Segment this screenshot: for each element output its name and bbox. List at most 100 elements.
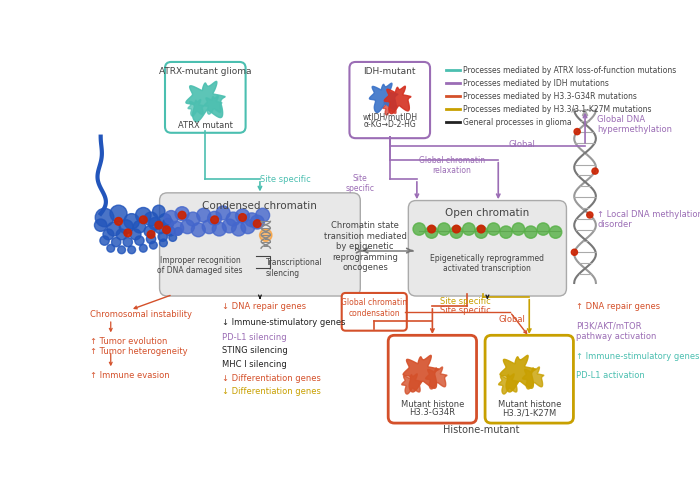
Circle shape <box>103 229 114 240</box>
Text: ↓ Immune-stimulatory genes: ↓ Immune-stimulatory genes <box>222 318 345 327</box>
Circle shape <box>162 226 170 234</box>
Text: α-KG→D-2-HG: α-KG→D-2-HG <box>363 120 416 129</box>
Circle shape <box>139 245 147 252</box>
Circle shape <box>452 225 461 233</box>
Text: Processes mediated by ATRX loss-of-function mutations: Processes mediated by ATRX loss-of-funct… <box>463 66 676 75</box>
Circle shape <box>158 232 167 242</box>
Circle shape <box>162 218 174 229</box>
Text: STING silencing: STING silencing <box>222 346 287 355</box>
FancyBboxPatch shape <box>342 293 407 331</box>
Circle shape <box>426 226 438 238</box>
Circle shape <box>216 206 230 220</box>
Circle shape <box>110 205 127 222</box>
Polygon shape <box>500 355 536 392</box>
Circle shape <box>571 249 577 255</box>
Circle shape <box>124 229 132 237</box>
Circle shape <box>130 229 141 240</box>
Text: Chromosomal instability: Chromosomal instability <box>90 310 192 319</box>
Text: PD-L1 activation: PD-L1 activation <box>575 371 645 381</box>
Circle shape <box>208 211 222 225</box>
Text: PI3K/AKT/mTOR
pathway activation: PI3K/AKT/mTOR pathway activation <box>575 322 656 341</box>
Circle shape <box>212 222 226 236</box>
FancyBboxPatch shape <box>349 62 430 138</box>
Circle shape <box>450 226 463 238</box>
Circle shape <box>191 223 205 237</box>
Polygon shape <box>498 374 518 394</box>
Polygon shape <box>188 99 204 116</box>
Circle shape <box>239 214 246 221</box>
Circle shape <box>150 242 158 249</box>
Text: ↑ Tumor evolution
↑ Tumor heterogeneity: ↑ Tumor evolution ↑ Tumor heterogeneity <box>90 337 188 356</box>
Circle shape <box>119 220 133 234</box>
Polygon shape <box>370 83 398 112</box>
Circle shape <box>178 211 186 219</box>
Text: Site specific: Site specific <box>440 306 491 315</box>
Circle shape <box>118 246 125 253</box>
Polygon shape <box>402 374 421 394</box>
Text: ATRX-mutant glioma: ATRX-mutant glioma <box>159 67 251 77</box>
Text: Histone-mutant: Histone-mutant <box>442 425 519 435</box>
Circle shape <box>500 226 512 238</box>
Circle shape <box>186 212 200 226</box>
Text: Site
specific: Site specific <box>346 173 375 193</box>
Circle shape <box>211 216 218 224</box>
Circle shape <box>107 222 121 236</box>
Circle shape <box>223 219 237 233</box>
Polygon shape <box>403 355 439 392</box>
Circle shape <box>159 214 172 226</box>
Text: ↓ Differentiation genes: ↓ Differentiation genes <box>222 387 321 396</box>
Circle shape <box>253 220 261 228</box>
Polygon shape <box>186 82 225 122</box>
Circle shape <box>115 218 122 225</box>
Circle shape <box>260 229 272 242</box>
Circle shape <box>155 221 162 229</box>
Text: ↑ DNA repair genes: ↑ DNA repair genes <box>575 302 660 311</box>
Text: ↓ Differentiation genes: ↓ Differentiation genes <box>222 374 321 383</box>
Text: Global chromatin
condensation: Global chromatin condensation <box>341 298 407 318</box>
Text: Transcriptional
silencing: Transcriptional silencing <box>266 258 323 278</box>
Text: H3.3-G34R: H3.3-G34R <box>410 409 456 417</box>
Circle shape <box>107 245 115 252</box>
Text: ↑ Immune evasion: ↑ Immune evasion <box>90 371 169 381</box>
Text: Processes mediated by IDH mutations: Processes mediated by IDH mutations <box>463 79 608 88</box>
Circle shape <box>592 168 598 174</box>
Circle shape <box>124 214 139 229</box>
Text: MHC I silencing: MHC I silencing <box>222 360 286 369</box>
Text: ↑ Immune-stimulatory genes: ↑ Immune-stimulatory genes <box>575 352 699 361</box>
Circle shape <box>166 227 175 236</box>
Circle shape <box>256 208 270 222</box>
Circle shape <box>95 208 114 227</box>
Circle shape <box>116 229 127 240</box>
Circle shape <box>524 226 537 238</box>
Text: wtIDH/mutIDH: wtIDH/mutIDH <box>362 112 417 121</box>
Circle shape <box>475 226 487 238</box>
Circle shape <box>245 213 259 227</box>
Circle shape <box>147 231 155 238</box>
Polygon shape <box>523 367 544 389</box>
Circle shape <box>477 225 485 233</box>
Circle shape <box>164 211 178 225</box>
Circle shape <box>413 223 426 235</box>
Text: PD-L1 silencing: PD-L1 silencing <box>222 333 286 342</box>
Circle shape <box>133 221 146 233</box>
Circle shape <box>139 216 147 224</box>
Text: ↑ Local DNA methylation
disorder: ↑ Local DNA methylation disorder <box>598 210 700 229</box>
Polygon shape <box>383 100 397 115</box>
Circle shape <box>241 220 255 234</box>
Circle shape <box>175 207 189 221</box>
Text: Mutant histone: Mutant histone <box>400 400 464 409</box>
Circle shape <box>155 223 166 234</box>
FancyBboxPatch shape <box>389 335 477 423</box>
Polygon shape <box>204 96 222 114</box>
FancyBboxPatch shape <box>408 201 566 296</box>
Circle shape <box>128 246 136 253</box>
Circle shape <box>148 218 161 230</box>
Circle shape <box>202 220 216 234</box>
Circle shape <box>428 225 435 233</box>
Text: Processes mediated by H3.3-G34R mutations: Processes mediated by H3.3-G34R mutation… <box>463 92 636 101</box>
Text: ATRX mutant: ATRX mutant <box>178 121 232 130</box>
Circle shape <box>537 223 550 235</box>
Polygon shape <box>384 86 411 114</box>
Text: H3.3/1-K27M: H3.3/1-K27M <box>502 409 556 417</box>
Text: Mutant histone: Mutant histone <box>498 400 561 409</box>
